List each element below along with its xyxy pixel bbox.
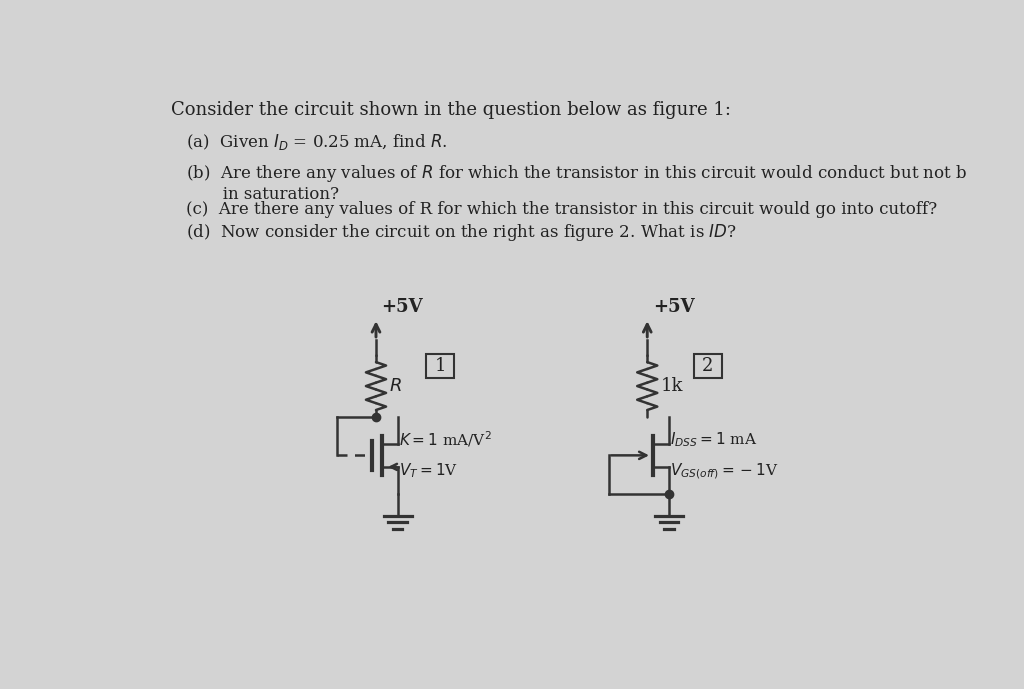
Text: 2: 2 (702, 357, 714, 375)
Text: +5V: +5V (652, 298, 694, 316)
Text: (a)  Given $I_D$ = 0.25 mA, find $R$.: (a) Given $I_D$ = 0.25 mA, find $R$. (186, 132, 447, 152)
Text: +5V: +5V (381, 298, 423, 316)
Bar (693, 353, 722, 378)
Text: Consider the circuit shown in the question below as figure 1:: Consider the circuit shown in the questi… (171, 101, 731, 119)
Text: 1k: 1k (660, 377, 683, 395)
Bar (426, 353, 455, 378)
Text: $V_T = 1$V: $V_T = 1$V (399, 462, 459, 480)
Text: (b)  Are there any values of $R$ for which the transistor in this circuit would : (b) Are there any values of $R$ for whic… (186, 163, 968, 203)
Text: $K = 1$ mA/V$^2$: $K = 1$ mA/V$^2$ (399, 429, 492, 449)
Text: 1: 1 (434, 357, 446, 375)
Text: (d)  Now consider the circuit on the right as figure 2. What is $ID$?: (d) Now consider the circuit on the righ… (186, 222, 737, 243)
Text: $I_{DSS} = 1$ mA: $I_{DSS} = 1$ mA (671, 431, 758, 449)
Text: $R$: $R$ (389, 377, 402, 395)
Text: (c)  Are there any values of R for which the transistor in this circuit would go: (c) Are there any values of R for which … (186, 201, 937, 218)
Text: $V_{GS(off)} = -1$V: $V_{GS(off)} = -1$V (671, 462, 779, 481)
